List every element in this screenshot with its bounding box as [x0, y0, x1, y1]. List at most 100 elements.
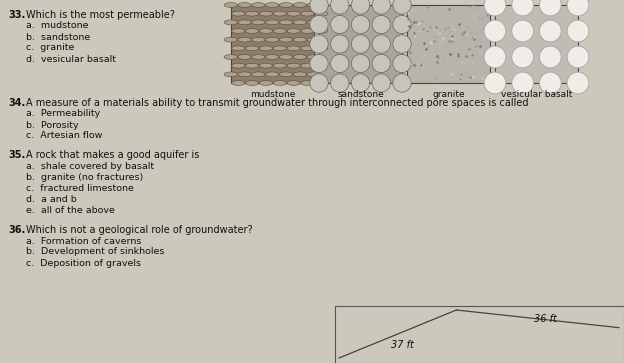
Ellipse shape: [273, 46, 286, 51]
Ellipse shape: [273, 29, 286, 33]
Ellipse shape: [287, 11, 300, 16]
Circle shape: [372, 0, 391, 14]
Ellipse shape: [224, 20, 237, 25]
Circle shape: [310, 54, 328, 73]
Circle shape: [484, 72, 506, 94]
Text: a.  Permeability: a. Permeability: [26, 110, 100, 118]
Circle shape: [484, 0, 506, 16]
Ellipse shape: [224, 72, 237, 77]
Text: A measure of a materials ability to transmit groundwater through interconnected : A measure of a materials ability to tran…: [26, 98, 529, 108]
Circle shape: [372, 74, 391, 92]
Circle shape: [484, 46, 506, 68]
Ellipse shape: [232, 81, 245, 85]
Ellipse shape: [307, 3, 320, 7]
Circle shape: [539, 72, 561, 94]
Ellipse shape: [273, 63, 286, 68]
Circle shape: [539, 46, 561, 68]
Circle shape: [372, 15, 391, 34]
Ellipse shape: [245, 29, 259, 33]
Ellipse shape: [293, 54, 306, 60]
Text: b.  granite (no fractures): b. granite (no fractures): [26, 173, 144, 182]
Circle shape: [351, 74, 369, 92]
Text: b.  Porosity: b. Porosity: [26, 121, 79, 130]
Ellipse shape: [245, 46, 259, 51]
Ellipse shape: [245, 11, 259, 16]
Text: Which is the most permeable?: Which is the most permeable?: [26, 10, 175, 20]
Ellipse shape: [266, 37, 279, 42]
Text: A rock that makes a good aquifer is: A rock that makes a good aquifer is: [26, 151, 200, 160]
Circle shape: [331, 74, 349, 92]
Ellipse shape: [259, 46, 273, 51]
Ellipse shape: [245, 63, 259, 68]
Ellipse shape: [293, 37, 306, 42]
Ellipse shape: [314, 63, 328, 68]
Ellipse shape: [251, 3, 265, 7]
Circle shape: [372, 54, 391, 73]
Ellipse shape: [273, 11, 286, 16]
Circle shape: [393, 15, 411, 34]
Text: granite: granite: [432, 90, 465, 99]
Text: sandstone: sandstone: [337, 90, 384, 99]
Ellipse shape: [251, 37, 265, 42]
Ellipse shape: [280, 37, 293, 42]
Text: a.  mudstone: a. mudstone: [26, 21, 89, 30]
Ellipse shape: [266, 54, 279, 60]
Circle shape: [512, 20, 534, 42]
Ellipse shape: [259, 11, 273, 16]
Ellipse shape: [280, 72, 293, 77]
Circle shape: [372, 35, 391, 53]
Ellipse shape: [238, 37, 251, 42]
Ellipse shape: [280, 3, 293, 7]
Circle shape: [331, 0, 349, 14]
Ellipse shape: [280, 20, 293, 25]
Text: mudstone: mudstone: [250, 90, 295, 99]
Ellipse shape: [287, 29, 300, 33]
Ellipse shape: [238, 3, 251, 7]
Ellipse shape: [224, 37, 237, 42]
Text: 35.: 35.: [8, 151, 25, 160]
Ellipse shape: [287, 46, 300, 51]
Circle shape: [310, 15, 328, 34]
Circle shape: [331, 54, 349, 73]
Circle shape: [512, 0, 534, 16]
Text: c.  Deposition of gravels: c. Deposition of gravels: [26, 258, 141, 268]
Circle shape: [310, 35, 328, 53]
Ellipse shape: [307, 37, 320, 42]
Circle shape: [567, 20, 589, 42]
Bar: [495, 5, 578, 83]
Circle shape: [393, 54, 411, 73]
Bar: [407, 5, 490, 83]
Ellipse shape: [293, 20, 306, 25]
Ellipse shape: [314, 46, 328, 51]
Text: e.  all of the above: e. all of the above: [26, 206, 115, 215]
Ellipse shape: [287, 63, 300, 68]
Ellipse shape: [314, 11, 328, 16]
Circle shape: [512, 72, 534, 94]
Text: b.  Development of sinkholes: b. Development of sinkholes: [26, 248, 164, 257]
Ellipse shape: [266, 3, 279, 7]
Circle shape: [567, 46, 589, 68]
Ellipse shape: [301, 46, 314, 51]
Ellipse shape: [259, 29, 273, 33]
Ellipse shape: [307, 54, 320, 60]
Text: 37 ft: 37 ft: [391, 340, 414, 350]
Ellipse shape: [224, 54, 237, 60]
Ellipse shape: [273, 81, 286, 85]
Text: 36.: 36.: [8, 225, 25, 235]
Text: d.  vesicular basalt: d. vesicular basalt: [26, 54, 116, 64]
Ellipse shape: [307, 72, 320, 77]
Ellipse shape: [314, 81, 328, 85]
Text: 36 ft: 36 ft: [534, 314, 557, 324]
Circle shape: [331, 15, 349, 34]
Bar: [231, 5, 314, 83]
Circle shape: [310, 0, 328, 14]
Text: 34.: 34.: [8, 98, 25, 108]
Bar: [231, 5, 314, 83]
Ellipse shape: [232, 46, 245, 51]
Circle shape: [393, 0, 411, 14]
Ellipse shape: [251, 20, 265, 25]
Ellipse shape: [224, 3, 237, 7]
Text: vesicular basalt: vesicular basalt: [501, 90, 572, 99]
Ellipse shape: [301, 63, 314, 68]
Circle shape: [567, 0, 589, 16]
